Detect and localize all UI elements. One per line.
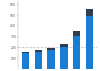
Bar	[34, 50, 42, 52]
Bar	[86, 16, 93, 69]
Bar	[60, 47, 68, 69]
Bar	[22, 52, 29, 53]
Bar	[86, 9, 93, 16]
Bar	[48, 50, 55, 69]
Bar	[60, 44, 68, 47]
Bar	[48, 48, 55, 50]
Bar	[34, 52, 42, 69]
Bar	[22, 53, 29, 69]
Bar	[73, 31, 81, 36]
Bar	[73, 36, 81, 69]
